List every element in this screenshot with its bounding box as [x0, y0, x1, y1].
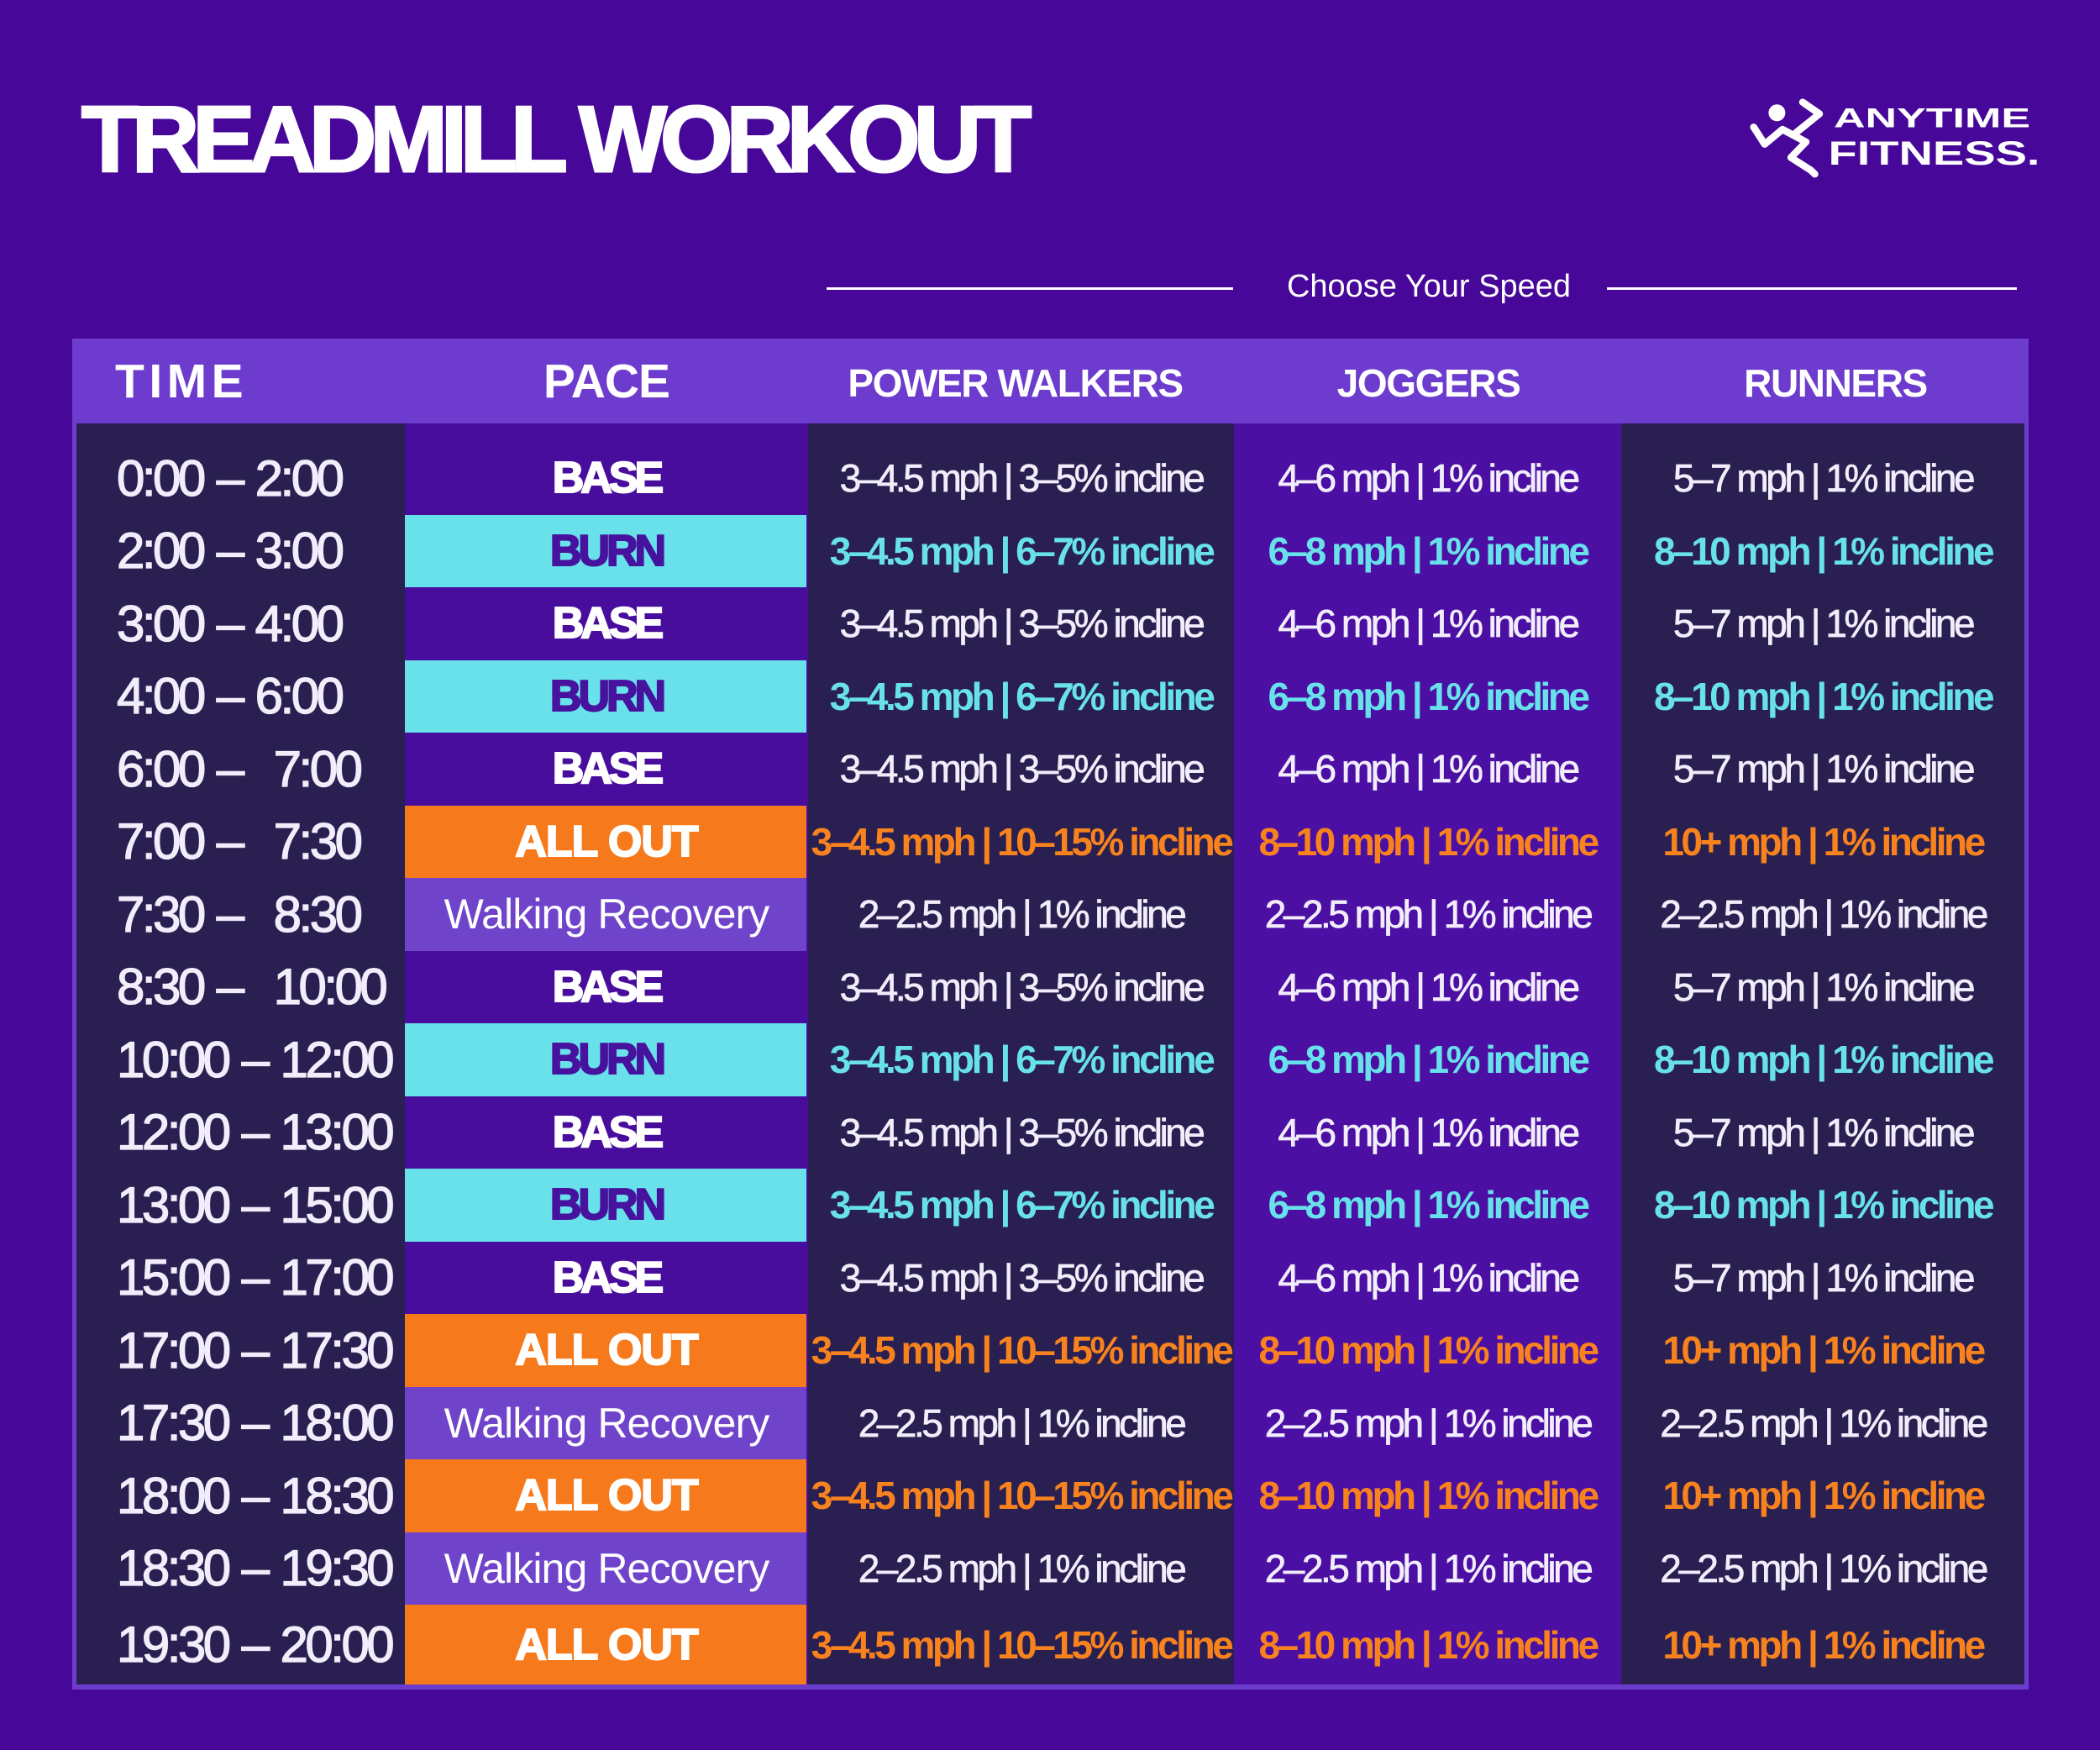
- svg-text:ANYTIME: ANYTIME: [1834, 102, 2030, 133]
- svg-text:FITNESS.: FITNESS.: [1829, 135, 2040, 172]
